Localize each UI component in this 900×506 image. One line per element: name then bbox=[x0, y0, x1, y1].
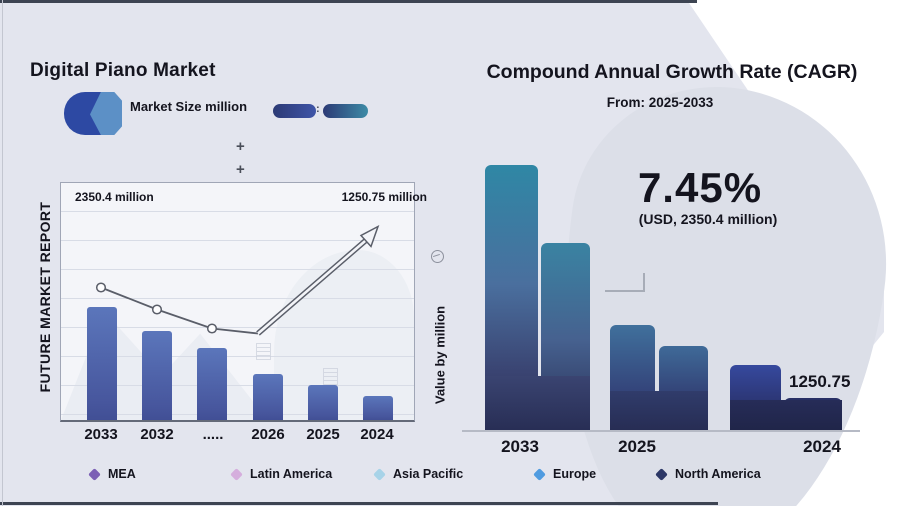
x-label-2033: 2033 bbox=[84, 426, 118, 443]
mea-diamond-icon bbox=[88, 467, 101, 481]
cagr-value: 7.45% bbox=[637, 164, 763, 211]
legend-item-north-america: North America bbox=[655, 467, 761, 481]
top-border-line bbox=[0, 0, 697, 3]
corner-bracket-decoration bbox=[605, 273, 645, 292]
value-by-million-axis-label: Value by million bbox=[432, 305, 448, 405]
cagr-year-2024: 2024 bbox=[803, 437, 841, 456]
cagr-subtitle: From: 2025-2033 bbox=[606, 95, 714, 110]
trend-arrow-chart bbox=[95, 224, 380, 336]
x-label-2026: 2026 bbox=[251, 426, 285, 443]
value-annotation-left: 2350.4 million bbox=[75, 190, 154, 204]
legend-item-asia-pacific: Asia Pacific bbox=[373, 467, 464, 481]
future-market-report-label: FUTURE MARKET REPORT bbox=[37, 201, 53, 393]
latin-america-diamond-icon bbox=[230, 467, 243, 481]
plus-mark-icon: + bbox=[236, 161, 245, 178]
minus-circle-icon bbox=[431, 250, 444, 263]
value-annotation-right: 1250.75 million bbox=[341, 190, 427, 204]
asia-pacific-diamond-icon bbox=[373, 467, 386, 481]
market-size-label: Market Size million bbox=[130, 99, 248, 114]
legend-label: Europe bbox=[553, 467, 597, 481]
cagr-bar-base bbox=[485, 376, 590, 430]
cagr-caption: (USD, 2350.4 million) bbox=[638, 211, 778, 227]
cagr-year-2025: 2025 bbox=[618, 437, 656, 456]
x-label-2032: 2032 bbox=[140, 426, 174, 443]
bar-value-callout: 1250.75 bbox=[789, 372, 851, 391]
gridlines bbox=[61, 183, 414, 420]
page-title: Digital Piano Market bbox=[30, 60, 216, 81]
market-size-bar-2032 bbox=[142, 331, 173, 420]
cagr-bar-base bbox=[730, 400, 842, 430]
left-border-line bbox=[2, 0, 3, 506]
europe-diamond-icon bbox=[533, 467, 546, 481]
legend-label: Latin America bbox=[250, 467, 333, 481]
cylinder-icon bbox=[64, 92, 122, 135]
ratio-pill-left-icon bbox=[273, 104, 316, 118]
pill-separator: : bbox=[316, 103, 320, 115]
x-label-2025: 2025 bbox=[306, 426, 340, 443]
market-size-bar-2026 bbox=[252, 374, 283, 420]
north-america-diamond-icon bbox=[655, 467, 668, 481]
market-size-bars bbox=[61, 183, 414, 420]
bottom-border-line bbox=[0, 502, 718, 505]
watermark-icon bbox=[323, 368, 338, 385]
legend-item-europe: Europe bbox=[533, 467, 597, 481]
legend-item-mea: MEA bbox=[88, 467, 136, 481]
cagr-year-2033: 2033 bbox=[501, 437, 539, 456]
cagr-bar-base bbox=[610, 391, 708, 430]
legend-item-latin-america: Latin America bbox=[230, 467, 333, 481]
ratio-pill-right-icon bbox=[323, 104, 368, 118]
market-size-bar-2024 bbox=[363, 396, 393, 420]
cagr-x-axis-line bbox=[462, 430, 860, 432]
watermark-icon bbox=[256, 343, 271, 360]
market-size-bar-2025 bbox=[307, 385, 338, 420]
legend-label: Asia Pacific bbox=[393, 467, 464, 481]
x-label-2024: 2024 bbox=[360, 426, 394, 443]
market-size-bar-2033 bbox=[87, 307, 117, 420]
market-size-chart-panel: 2350.4 million 1250.75 million bbox=[60, 182, 427, 422]
cagr-title: Compound Annual Growth Rate (CAGR) bbox=[486, 61, 858, 83]
legend-label: North America bbox=[675, 467, 761, 481]
plus-mark-icon: + bbox=[236, 138, 245, 155]
cylinder-cap-icon bbox=[90, 92, 122, 135]
legend-label: MEA bbox=[108, 467, 136, 481]
x-label-ellipsis: ..... bbox=[202, 426, 224, 443]
market-size-bar-..... bbox=[197, 348, 228, 420]
